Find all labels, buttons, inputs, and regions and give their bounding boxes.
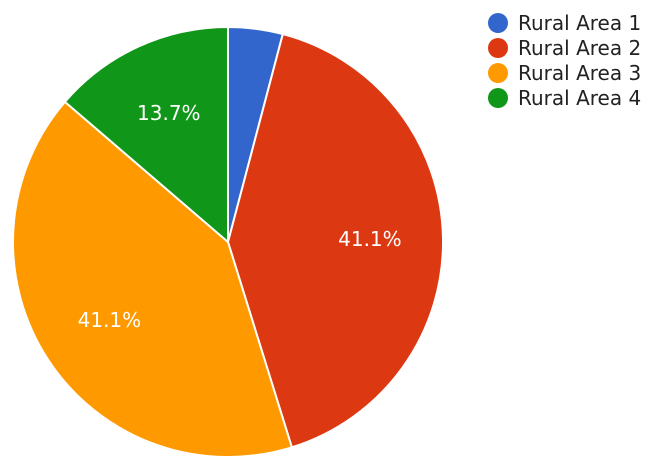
legend-marker-1 (488, 13, 508, 33)
pie-slice-labels: 41.1% 41.1% 13.7% (78, 101, 402, 332)
legend-label-3: Rural Area 3 (518, 61, 641, 85)
legend-marker-4 (488, 88, 508, 108)
pie-slice-2[interactable] (226, 32, 444, 449)
legend-label-2: Rural Area 2 (518, 36, 641, 60)
legend-item-2[interactable]: Rural Area 2 (488, 36, 641, 60)
legend-marker-3 (488, 63, 508, 83)
slice-label-2: 41.1% (338, 227, 402, 251)
pie-slice-3[interactable] (12, 100, 294, 456)
legend-item-4[interactable]: Rural Area 4 (488, 86, 641, 110)
slice-label-3: 41.1% (78, 308, 142, 332)
legend-item-3[interactable]: Rural Area 3 (488, 61, 641, 85)
legend-label-1: Rural Area 1 (518, 11, 641, 35)
legend-marker-2 (488, 38, 508, 58)
pie-slices (12, 25, 444, 456)
pie-slice-4[interactable] (63, 25, 229, 245)
slice-label-4: 13.7% (137, 101, 201, 125)
legend-item-1[interactable]: Rural Area 1 (488, 11, 641, 35)
legend-label-4: Rural Area 4 (518, 86, 641, 110)
